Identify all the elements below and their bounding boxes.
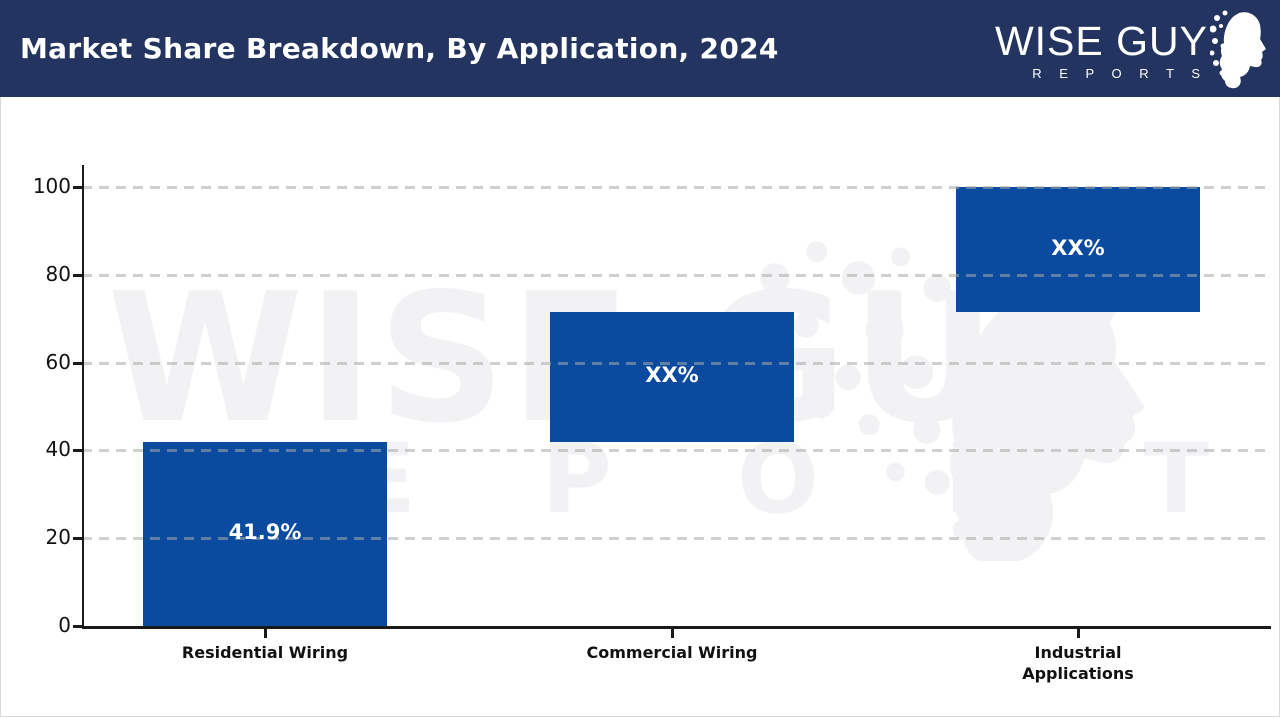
y-tick-mark [73,273,83,277]
page-title: Market Share Breakdown, By Application, … [20,32,779,65]
y-tick-mark [73,537,83,541]
y-tick-label: 100 [32,174,71,198]
bar-value-label: 41.9% [228,520,302,545]
y-tick-mark [73,186,83,189]
bar-segment [956,187,1200,313]
waterfall-plot: 0 20 40 60 80 100 41.9% Residential Wiring XX% Co… [1,97,1279,716]
gridline [82,273,1271,277]
brand-face-icon [1210,10,1266,88]
brand-name: WISE GUY [994,17,1208,64]
y-tick-mark [73,625,83,628]
brand-logo: WISE GUY R E P O R T S [995,8,1266,90]
y-tick-label: 60 [45,349,71,374]
bar-segment [143,442,387,626]
bar-segment [550,312,794,443]
y-tick-mark [73,449,83,453]
x-tick-label: Commercial Wiring [586,643,758,662]
y-axis-spine [82,165,84,628]
bar-value-label: XX% [1051,235,1105,260]
chart-canvas: WISE GUY R E P O R T S 02040608010041.9%… [0,97,1280,717]
y-tick-label: 0 [58,613,71,637]
x-tick-label: Industrial Applications [1022,643,1134,683]
x-tick-mark [671,628,674,638]
brand-tagline: R E P O R T S [1032,65,1207,81]
brand-logo-text: WISE GUY R E P O R T S [994,17,1208,81]
x-tick-mark [1077,628,1080,638]
bar-value-label: XX% [645,363,699,388]
x-tick-label: Residential Wiring [181,643,349,662]
header-bar: Market Share Breakdown, By Application, … [0,0,1280,97]
x-tick-mark [264,628,267,638]
y-tick-label: 40 [45,437,71,462]
gridline [82,449,1271,453]
y-tick-label: 80 [45,261,71,286]
x-axis-spine [82,626,1271,629]
gridline [82,537,1271,541]
y-tick-mark [73,361,83,365]
y-tick-label: 20 [45,525,71,550]
gridline [82,361,1271,365]
gridline [82,186,1271,189]
